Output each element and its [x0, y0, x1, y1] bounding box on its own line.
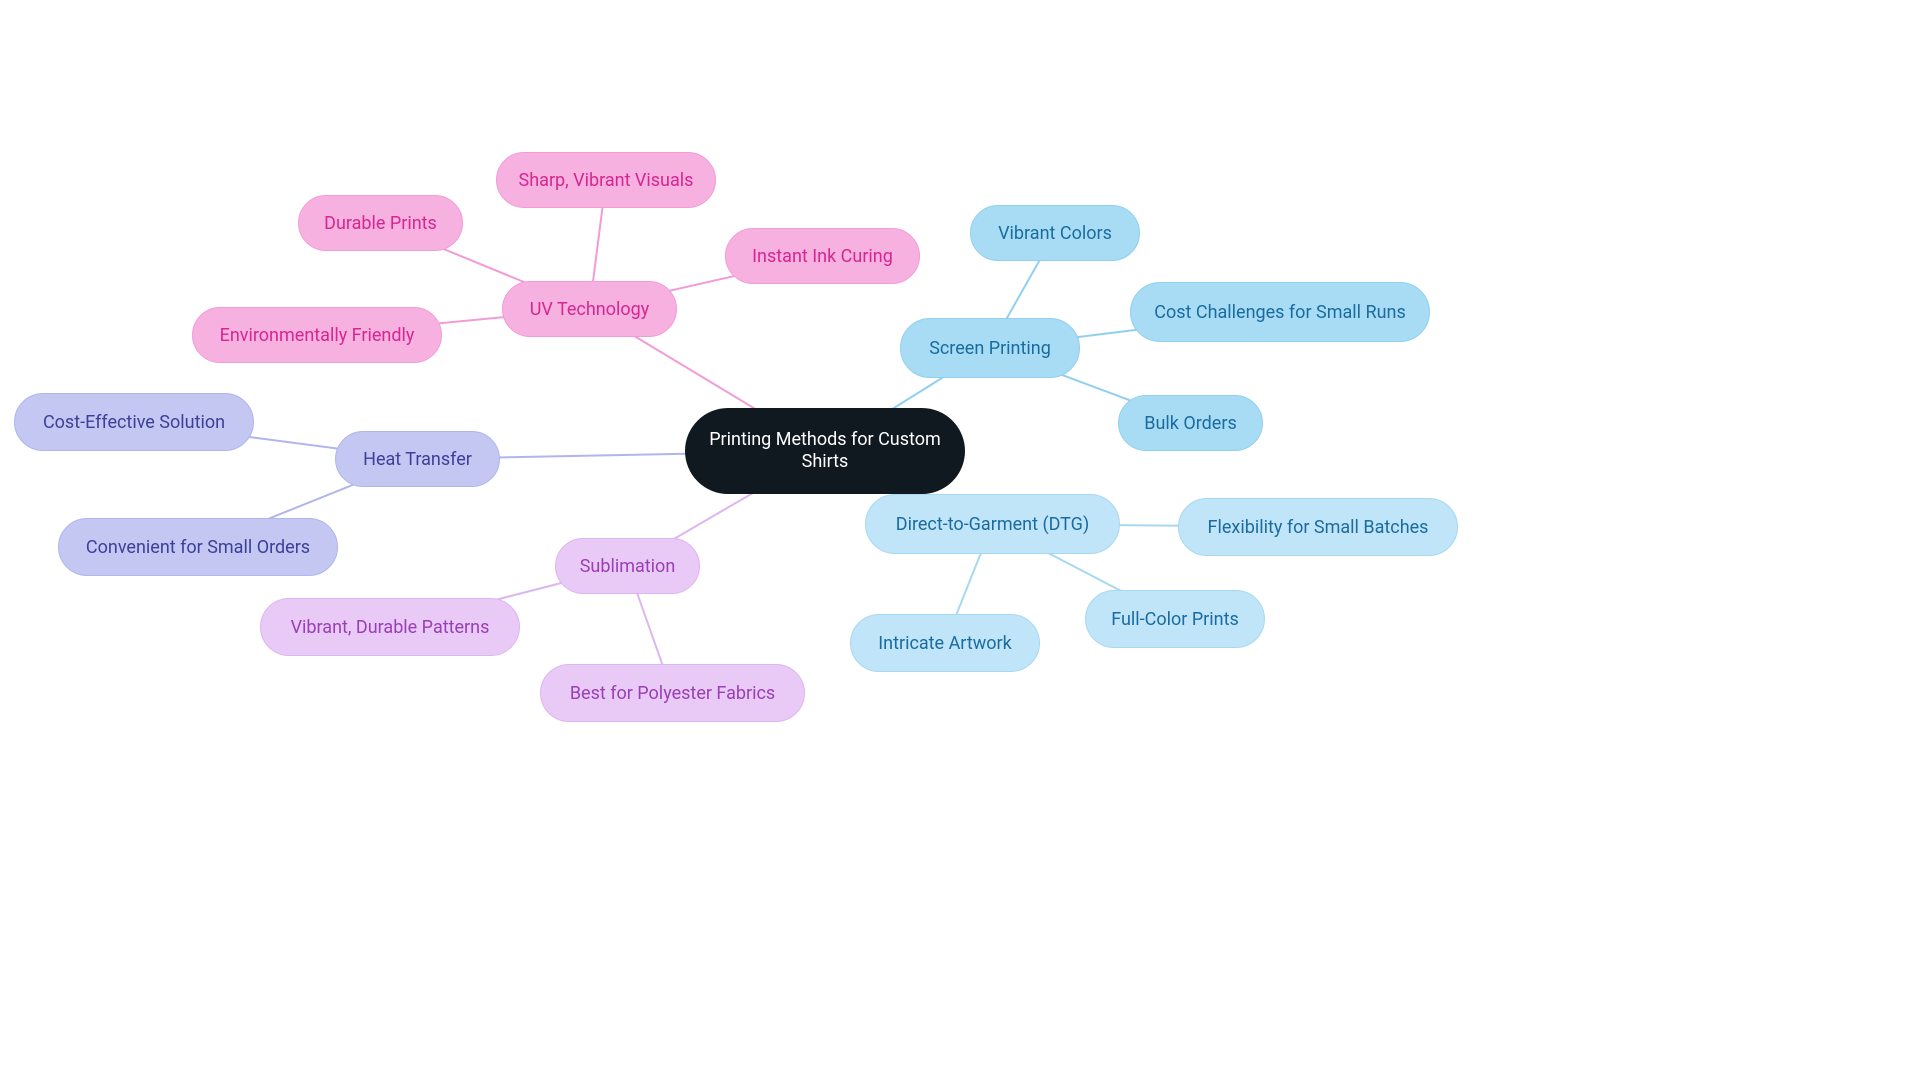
branch-node-sublimation: Sublimation — [555, 538, 700, 594]
leaf-node-screen-c2: Cost Challenges for Small Runs — [1130, 282, 1430, 342]
leaf-node-heat-c1: Cost-Effective Solution — [14, 393, 254, 451]
leaf-node-heat-c2: Convenient for Small Orders — [58, 518, 338, 576]
branch-node-screen: Screen Printing — [900, 318, 1080, 378]
leaf-node-uv-c4: Environmentally Friendly — [192, 307, 442, 363]
leaf-node-dtg-c3: Intricate Artwork — [850, 614, 1040, 672]
leaf-node-screen-c1: Vibrant Colors — [970, 205, 1140, 261]
leaf-node-dtg-c2: Full-Color Prints — [1085, 590, 1265, 648]
leaf-node-dtg-c1: Flexibility for Small Batches — [1178, 498, 1458, 556]
root-node: Printing Methods for Custom Shirts — [685, 408, 965, 494]
leaf-node-uv-c1: Instant Ink Curing — [725, 228, 920, 284]
branch-node-uv: UV Technology — [502, 281, 677, 337]
leaf-node-screen-c3: Bulk Orders — [1118, 395, 1263, 451]
branch-node-dtg: Direct-to-Garment (DTG) — [865, 494, 1120, 554]
branch-node-heat: Heat Transfer — [335, 431, 500, 487]
leaf-node-sub-c1: Vibrant, Durable Patterns — [260, 598, 520, 656]
leaf-node-sub-c2: Best for Polyester Fabrics — [540, 664, 805, 722]
leaf-node-uv-c3: Durable Prints — [298, 195, 463, 251]
leaf-node-uv-c2: Sharp, Vibrant Visuals — [496, 152, 716, 208]
